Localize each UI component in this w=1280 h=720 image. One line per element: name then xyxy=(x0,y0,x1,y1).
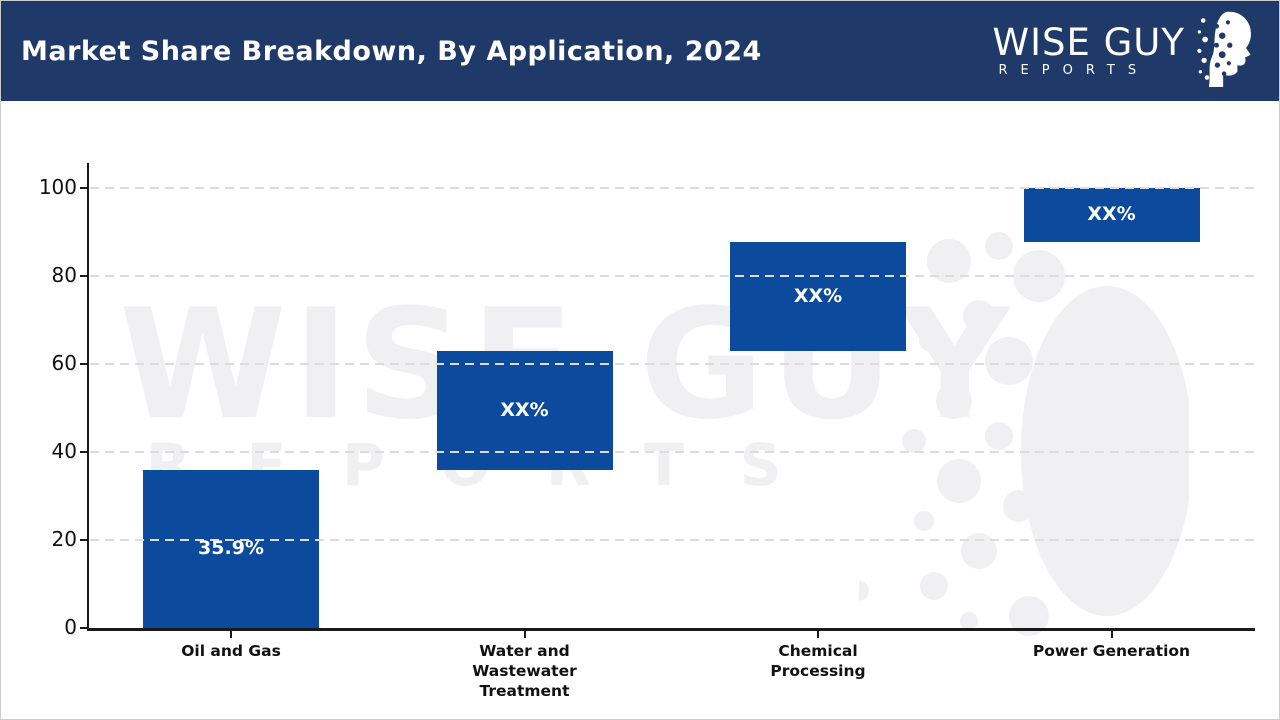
y-tick-mark xyxy=(80,539,88,541)
category-label-line: Treatment xyxy=(479,682,570,700)
y-tick-mark xyxy=(80,275,88,277)
category-label-3: Chemical Processing xyxy=(698,641,938,681)
y-tick-label: 40 xyxy=(51,439,77,463)
y-tick-label: 100 xyxy=(38,175,77,199)
category-label-line: Chemical xyxy=(778,642,858,660)
x-axis-line xyxy=(87,628,1255,631)
x-tick-mark xyxy=(817,631,819,638)
brand-logo: WISE GUY REPORTS xyxy=(993,1,1251,101)
gridline-60 xyxy=(90,363,1255,365)
y-tick-mark xyxy=(80,187,88,189)
header-bar: Market Share Breakdown, By Application, … xyxy=(1,1,1279,101)
category-label-4: Power Generation xyxy=(992,641,1232,661)
category-label-1: Oil and Gas xyxy=(111,641,351,661)
bar-value-label: XX% xyxy=(793,284,843,307)
bar-value-label: XX% xyxy=(1087,203,1136,226)
gridline-40 xyxy=(90,451,1255,453)
y-tick-mark xyxy=(80,363,88,365)
bar-power-generation xyxy=(1023,188,1200,243)
x-tick-mark xyxy=(1110,631,1113,638)
x-tick-mark xyxy=(230,631,232,638)
brand-logo-text: WISE GUY REPORTS xyxy=(992,21,1185,79)
category-label-line: Oil and Gas xyxy=(181,642,281,660)
page-title: Market Share Breakdown, By Application, … xyxy=(21,35,762,67)
bar-value-label: XX% xyxy=(500,398,549,421)
watermark-head-dots-icon xyxy=(859,232,1189,636)
gridline-100 xyxy=(90,187,1255,189)
category-label-2: Water and Wastewater Treatment xyxy=(405,641,645,701)
y-tick-label: 20 xyxy=(51,527,77,551)
y-tick-label: 0 xyxy=(64,615,77,639)
y-tick-mark xyxy=(80,451,88,453)
bar-water-and-wastewater-treatment xyxy=(436,351,613,471)
y-tick-label: 60 xyxy=(51,351,77,375)
category-label-line: Processing xyxy=(770,662,866,680)
y-tick-mark xyxy=(80,627,88,629)
category-label-line: Water and xyxy=(479,642,570,660)
logo-subtext: REPORTS xyxy=(998,63,1150,78)
gridline-20 xyxy=(90,539,1255,541)
gridline-80 xyxy=(90,275,1255,277)
y-tick-label: 80 xyxy=(51,263,77,287)
chart-plot-area: WISE GUY REPORTS 02040608010035.9%XX%XX%… xyxy=(1,101,1279,719)
bar-value-label: 35.9% xyxy=(198,537,264,560)
logo-head-icon xyxy=(1197,11,1251,87)
y-axis-line xyxy=(87,163,89,631)
logo-wordmark: WISE GUY xyxy=(992,21,1185,64)
x-tick-mark xyxy=(523,631,526,638)
bar-chemical-processing xyxy=(730,242,906,352)
bar-oil-and-gas xyxy=(143,470,319,628)
category-label-line: Power Generation xyxy=(1032,642,1191,660)
category-label-line: Wastewater xyxy=(472,662,577,680)
